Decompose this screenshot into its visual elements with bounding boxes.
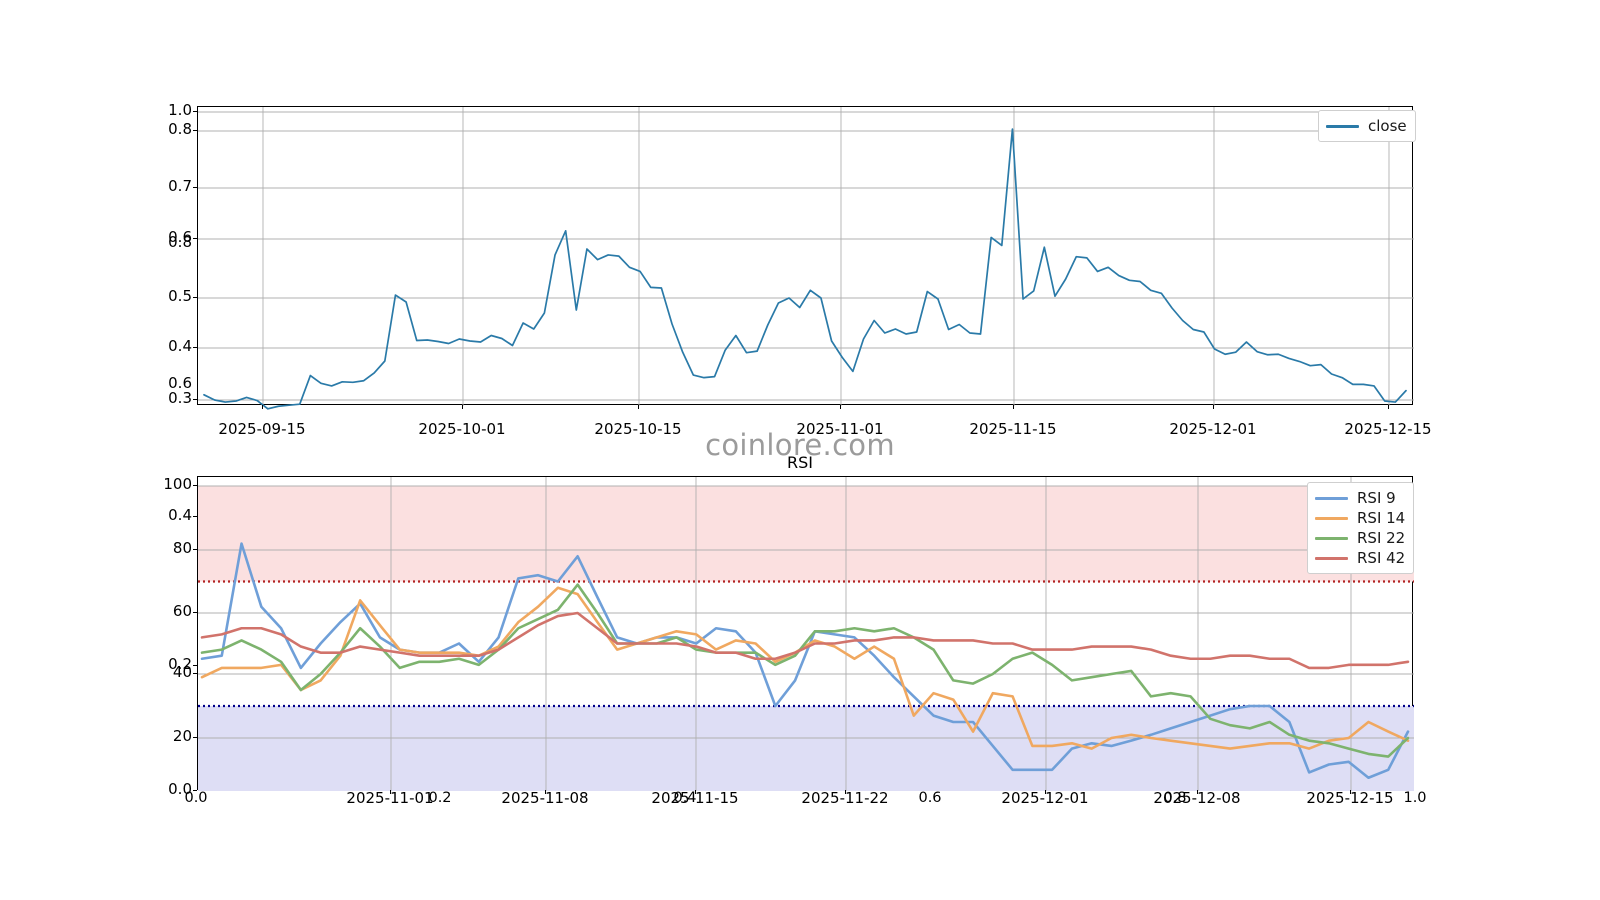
- price-y-tick-label-secondary: 0.6: [168, 374, 192, 392]
- watermark: coinlore.com: [705, 428, 895, 462]
- price-y-tick-mark: [193, 237, 197, 239]
- price-y-tick-label: 0.6: [168, 228, 192, 246]
- rsi-x-tick-label-secondary: 0.2: [428, 790, 452, 806]
- price-x-tick-label: 2025-12-01: [1169, 420, 1257, 438]
- price-y-tick-mark: [193, 186, 197, 188]
- rsi-y-tick-mark: [193, 484, 197, 486]
- legend-label-rsi-14: RSI 14: [1357, 509, 1406, 527]
- price-y-tick-mark: [193, 129, 197, 131]
- price-x-tick-label: 2025-12-15: [1344, 420, 1432, 438]
- rsi-y-tick-label: 0.0: [168, 780, 192, 798]
- rsi-x-tick-label-secondary: 0.0: [184, 790, 208, 806]
- rsi-x-tick-label: 2025-12-01: [1001, 789, 1089, 807]
- price-x-tick-label: 2025-10-15: [594, 420, 682, 438]
- price-x-tick-mark: [1012, 405, 1014, 409]
- legend-swatch-rsi-42: [1315, 556, 1348, 560]
- price-y-tick-mark: [193, 398, 197, 400]
- legend-swatch-rsi-9: [1315, 496, 1348, 500]
- price-y-tick-label: 1.0: [168, 101, 192, 119]
- rsi-x-tick-label: 2025-11-22: [801, 789, 889, 807]
- price-chart-plot-area: [197, 106, 1414, 410]
- price-y-tick-label: 0.7: [168, 177, 192, 195]
- price-y-tick-label: 0.8: [168, 120, 192, 138]
- legend-swatch-rsi-22: [1315, 536, 1348, 540]
- legend-item-rsi-42[interactable]: RSI 42: [1315, 548, 1405, 568]
- price-x-tick-mark: [461, 405, 463, 409]
- legend-item-rsi-14[interactable]: RSI 14: [1315, 508, 1405, 528]
- rsi-chart-legend[interactable]: RSI 9 RSI 14 RSI 22 RSI 42: [1307, 482, 1415, 574]
- rsi-y-tick-label-secondary: 0.2: [168, 655, 192, 673]
- price-x-tick-mark: [261, 405, 263, 409]
- legend-label-close: close: [1368, 117, 1407, 135]
- price-y-tick-label: 0.3: [168, 389, 192, 407]
- rsi-x-tick-mark: [544, 790, 546, 794]
- rsi-x-tick-label-secondary: 0.8: [1163, 790, 1187, 806]
- rsi-y-tick-mark-secondary: [193, 664, 197, 666]
- rsi-y-tick-mark: [193, 672, 197, 674]
- rsi-y-tick-label: 20: [172, 727, 192, 745]
- rsi-x-tick-label-secondary: 1.0: [1403, 790, 1427, 806]
- price-x-tick-label: 2025-11-01: [796, 420, 884, 438]
- rsi-y-tick-mark-secondary: [193, 515, 197, 517]
- price-y-tick-mark: [193, 296, 197, 298]
- rsi-x-tick-mark: [1196, 790, 1198, 794]
- price-x-tick-label: 2025-10-01: [418, 420, 506, 438]
- rsi-y-tick-mark: [193, 548, 197, 550]
- rsi-x-tick-mark: [389, 790, 391, 794]
- legend-item-rsi-9[interactable]: RSI 9: [1315, 488, 1405, 508]
- rsi-y-tick-label: 60: [172, 602, 192, 620]
- rsi-x-tick-label: 2025-11-15: [651, 789, 739, 807]
- price-y-tick-label: 0.5: [168, 287, 192, 305]
- legend-swatch-close: [1326, 124, 1359, 128]
- rsi-chart-title: RSI: [787, 453, 813, 472]
- rsi-y-tick-label-secondary: 0.4: [168, 506, 192, 524]
- rsi-y-tick-label: 80: [172, 539, 192, 557]
- rsi-x-tick-mark: [844, 790, 846, 794]
- price-chart-legend[interactable]: close: [1318, 110, 1416, 142]
- legend-item-close[interactable]: close: [1326, 116, 1407, 136]
- price-y-tick-mark: [193, 346, 197, 348]
- price-x-tick-label: 2025-09-15: [218, 420, 306, 438]
- rsi-y-tick-mark: [193, 789, 197, 791]
- price-x-tick-mark: [637, 405, 639, 409]
- legend-label-rsi-22: RSI 22: [1357, 529, 1406, 547]
- rsi-x-tick-mark: [1349, 790, 1351, 794]
- legend-item-rsi-22[interactable]: RSI 22: [1315, 528, 1405, 548]
- rsi-x-tick-label: 2025-12-15: [1306, 789, 1394, 807]
- price-x-tick-mark: [1387, 405, 1389, 409]
- price-x-tick-mark: [839, 405, 841, 409]
- rsi-x-tick-label: 2025-12-08: [1153, 789, 1241, 807]
- rsi-y-tick-mark: [193, 736, 197, 738]
- price-y-tick-mark: [193, 110, 197, 112]
- rsi-y-tick-label: 100: [163, 475, 192, 493]
- rsi-x-tick-label: 2025-11-08: [501, 789, 589, 807]
- rsi-x-tick-label-secondary: 0.4: [673, 790, 697, 806]
- price-x-tick-label: 2025-11-15: [969, 420, 1057, 438]
- rsi-x-tick-label-secondary: 0.6: [918, 790, 942, 806]
- price-y-tick-label-secondary: 0.8: [168, 233, 192, 251]
- rsi-line-plot: [198, 477, 1414, 791]
- rsi-y-tick-mark: [193, 611, 197, 613]
- price-y-tick-label: 0.4: [168, 337, 192, 355]
- rsi-y-tick-label: 40: [172, 663, 192, 681]
- price-x-tick-mark: [1212, 405, 1214, 409]
- rsi-x-tick-label: 2025-11-01: [346, 789, 434, 807]
- rsi-chart-plot-area: [197, 476, 1414, 791]
- legend-swatch-rsi-14: [1315, 516, 1348, 520]
- rsi-x-tick-mark: [694, 790, 696, 794]
- price-line-plot: [198, 107, 1414, 410]
- legend-label-rsi-9: RSI 9: [1357, 489, 1396, 507]
- rsi-x-tick-mark: [1044, 790, 1046, 794]
- legend-label-rsi-42: RSI 42: [1357, 549, 1406, 567]
